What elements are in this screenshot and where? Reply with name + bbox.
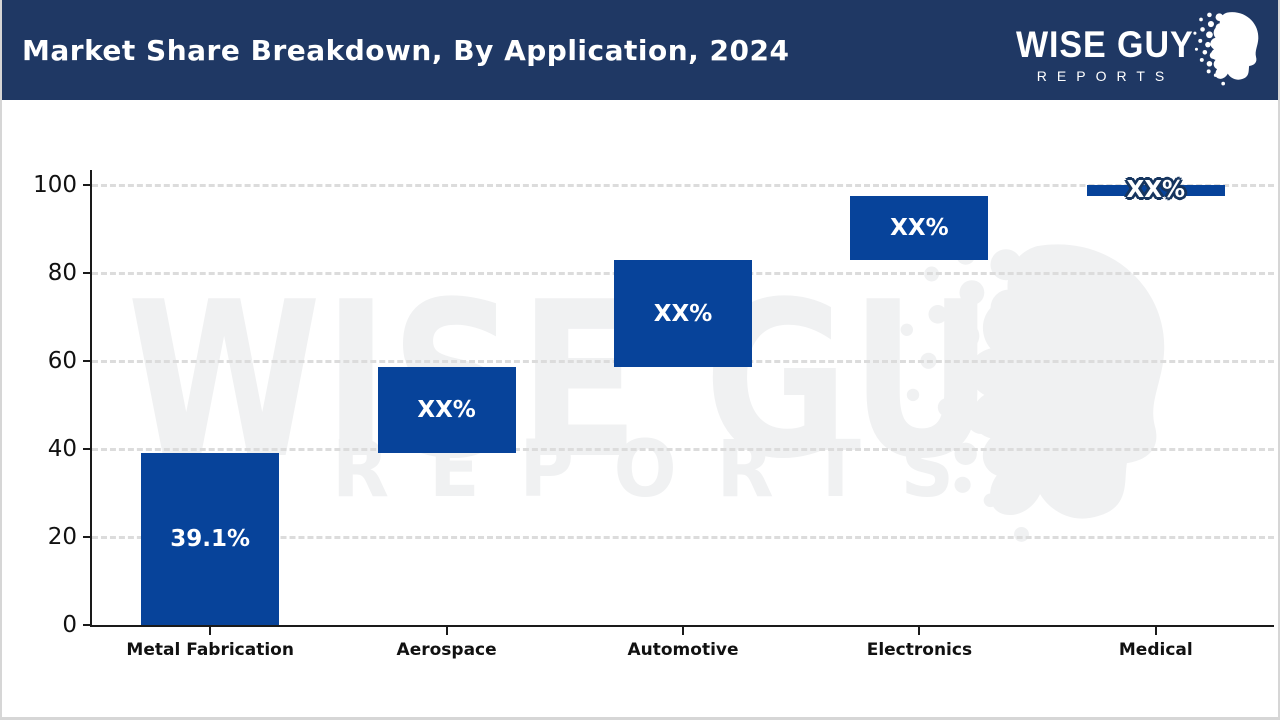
y-tick-label: 20 <box>47 524 77 550</box>
x-tick-mark <box>445 626 448 635</box>
gridline-100 <box>92 184 1274 187</box>
bar-value-label: XX% <box>417 397 476 424</box>
bar-metal-fabrication: 39.1% <box>141 452 280 625</box>
header-bar: Market Share Breakdown, By Application, … <box>2 0 1278 100</box>
y-tick-label: 60 <box>47 348 77 374</box>
bar-electronics: XX% <box>850 195 989 261</box>
bar-value-label: XX% <box>653 300 713 327</box>
y-tick-mark <box>83 184 92 186</box>
y-tick-mark <box>83 624 92 626</box>
x-tick-label: Metal Fabrication <box>126 640 294 660</box>
y-tick-mark <box>83 448 92 450</box>
gridline-40 <box>92 448 1274 451</box>
wiseguy-logo: WISE GUY REPORTS <box>1016 6 1266 94</box>
bar-value-label: XX% <box>890 214 949 241</box>
y-tick-label: 0 <box>62 612 77 638</box>
y-tick-mark <box>83 536 92 538</box>
y-axis-line <box>90 170 92 627</box>
y-tick-mark <box>83 360 92 362</box>
bar-value-label: XX% <box>1126 177 1186 204</box>
chart-title: Market Share Breakdown, By Application, … <box>22 34 790 67</box>
logo-text: WISE GUY REPORTS <box>1016 24 1194 84</box>
bar-automotive: XX% <box>614 260 752 368</box>
bar-aerospace: XX% <box>377 367 516 453</box>
logo-subtitle: REPORTS <box>1036 68 1175 84</box>
y-tick-label: 100 <box>33 172 77 198</box>
gridline-20 <box>92 536 1274 539</box>
x-axis-line <box>90 625 1274 627</box>
x-tick-mark <box>1154 626 1157 635</box>
logo-face-icon <box>1188 8 1266 92</box>
x-tick-label: Aerospace <box>396 640 497 660</box>
bar-value-label: 39.1% <box>170 525 251 552</box>
x-tick-label: Medical <box>1118 640 1193 660</box>
x-tick-label: Automotive <box>627 640 739 660</box>
x-tick-mark <box>918 626 921 635</box>
x-tick-label: Electronics <box>866 640 973 660</box>
x-tick-mark <box>209 626 212 635</box>
y-tick-mark <box>83 272 92 274</box>
bar-medical: XX% <box>1086 177 1225 203</box>
y-tick-label: 40 <box>47 436 77 462</box>
logo-wordmark: WISE GUY <box>1016 24 1194 65</box>
x-tick-mark <box>682 626 684 635</box>
y-tick-label: 80 <box>47 260 77 286</box>
